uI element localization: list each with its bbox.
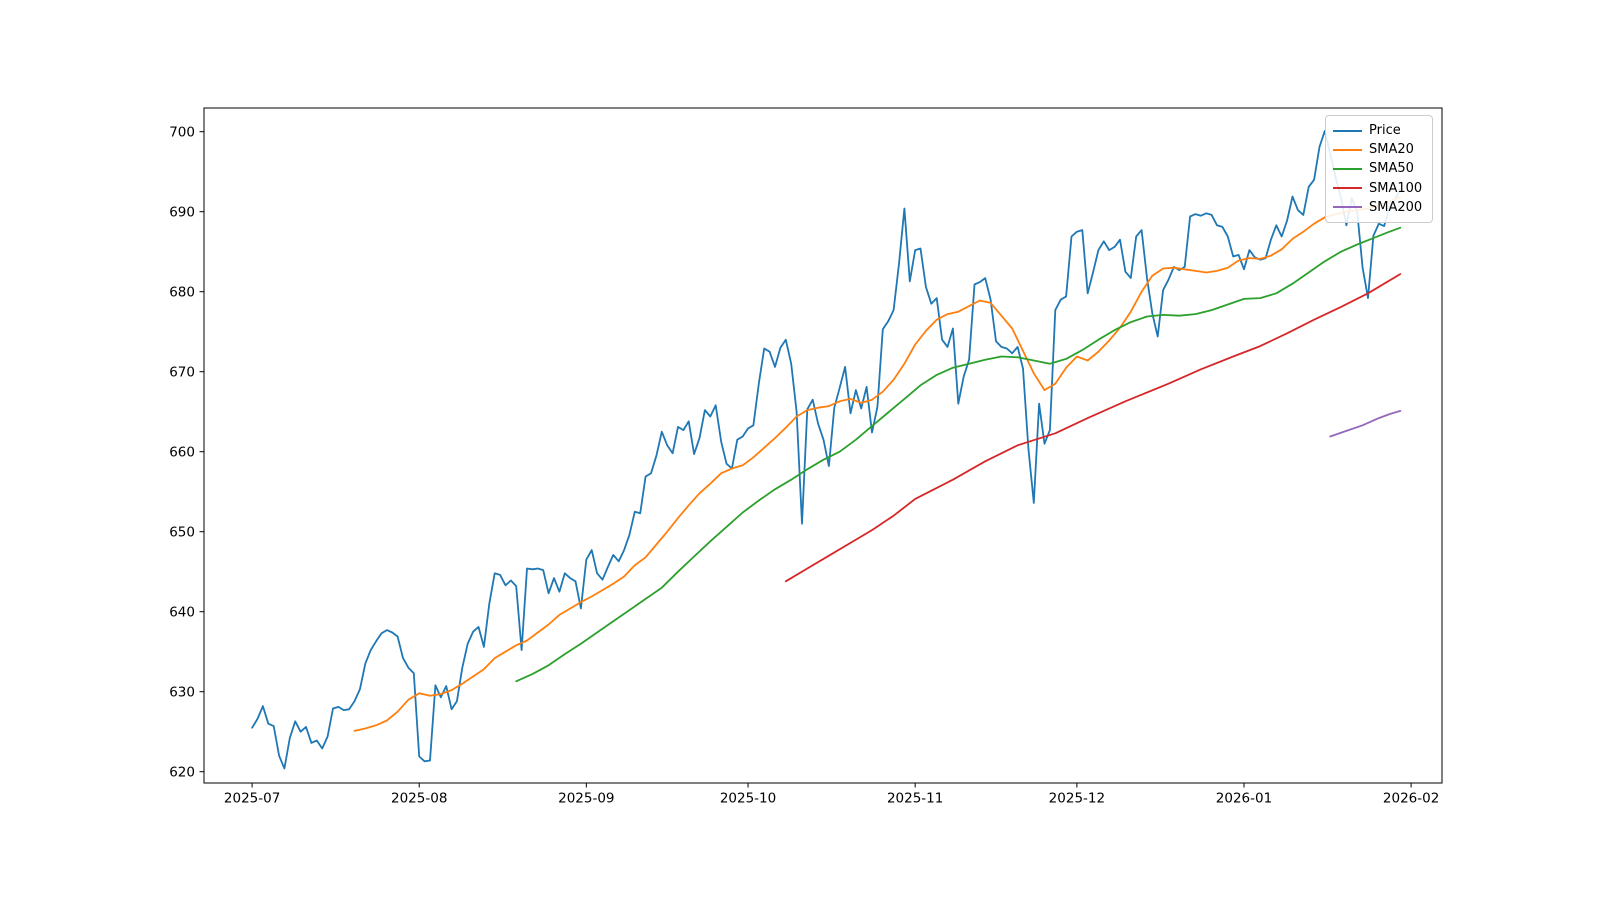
y-tick-label: 700: [169, 124, 195, 140]
price-line: [251, 129, 1402, 770]
y-tick-label: 690: [169, 204, 195, 220]
x-tick-label: 2025-08: [391, 791, 447, 807]
sma50-line: [515, 226, 1402, 683]
y-tick-label: 630: [169, 684, 195, 700]
legend-entry-price: Price: [1333, 121, 1425, 140]
x-tick-label: 2026-02: [1383, 791, 1439, 807]
x-tick-label: 2025-07: [224, 791, 280, 807]
legend-entry-label: Price: [1369, 123, 1401, 139]
legend-sample-line: [1333, 129, 1362, 132]
x-tick-label: 2025-10: [720, 791, 776, 807]
legend-sample-line: [1333, 187, 1362, 190]
y-tick-label: 660: [169, 444, 195, 460]
legend-entry-label: SMA100: [1369, 180, 1423, 196]
sma20-line: [353, 196, 1402, 732]
sma100-line: [784, 273, 1402, 583]
legend-entry-sma200: SMA200: [1333, 198, 1425, 217]
legend-entry-sma20: SMA20: [1333, 140, 1425, 159]
legend-sample-line: [1333, 206, 1362, 209]
y-tick-label: 680: [169, 284, 195, 300]
x-tick-label: 2025-12: [1049, 791, 1105, 807]
legend-sample-line: [1333, 148, 1362, 151]
legend-entry-label: SMA50: [1369, 161, 1414, 177]
x-tick-label: 2025-11: [887, 791, 943, 807]
legend-entry-sma50: SMA50: [1333, 159, 1425, 178]
y-tick-label: 650: [169, 524, 195, 540]
x-tick-label: 2025-09: [558, 791, 614, 807]
plot-area: [203, 107, 1443, 784]
legend-entry-sma100: SMA100: [1333, 179, 1425, 198]
x-tick-label: 2026-01: [1216, 791, 1272, 807]
legend-entry-label: SMA200: [1369, 199, 1423, 215]
legend-sample-line: [1333, 167, 1362, 170]
sma200-line: [1329, 409, 1402, 438]
y-tick-label: 670: [169, 364, 195, 380]
y-tick-label: 620: [169, 764, 195, 780]
legend-entry-label: SMA20: [1369, 142, 1414, 158]
legend: Price SMA20 SMA50 SMA100 SMA200: [1325, 115, 1433, 223]
y-tick-label: 640: [169, 604, 195, 620]
